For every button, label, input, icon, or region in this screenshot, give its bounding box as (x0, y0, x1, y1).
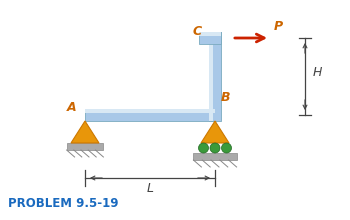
Text: PROBLEM 9.5-19: PROBLEM 9.5-19 (8, 197, 119, 210)
Bar (85, 109, 215, 121)
Bar (193, 153, 237, 160)
Text: L: L (147, 182, 154, 195)
Text: C: C (193, 25, 202, 38)
Bar (67, 143, 103, 150)
Bar (209, 32, 213, 121)
Bar (85, 109, 215, 113)
Circle shape (198, 143, 209, 153)
Bar (209, 32, 221, 121)
Text: A: A (67, 101, 77, 114)
Text: B: B (221, 91, 231, 104)
Circle shape (222, 143, 231, 153)
Text: P: P (274, 20, 283, 33)
Polygon shape (71, 121, 99, 143)
Text: H: H (313, 66, 322, 79)
Bar (199, 32, 221, 36)
Bar (199, 32, 221, 44)
Circle shape (210, 143, 220, 153)
Polygon shape (201, 121, 229, 143)
